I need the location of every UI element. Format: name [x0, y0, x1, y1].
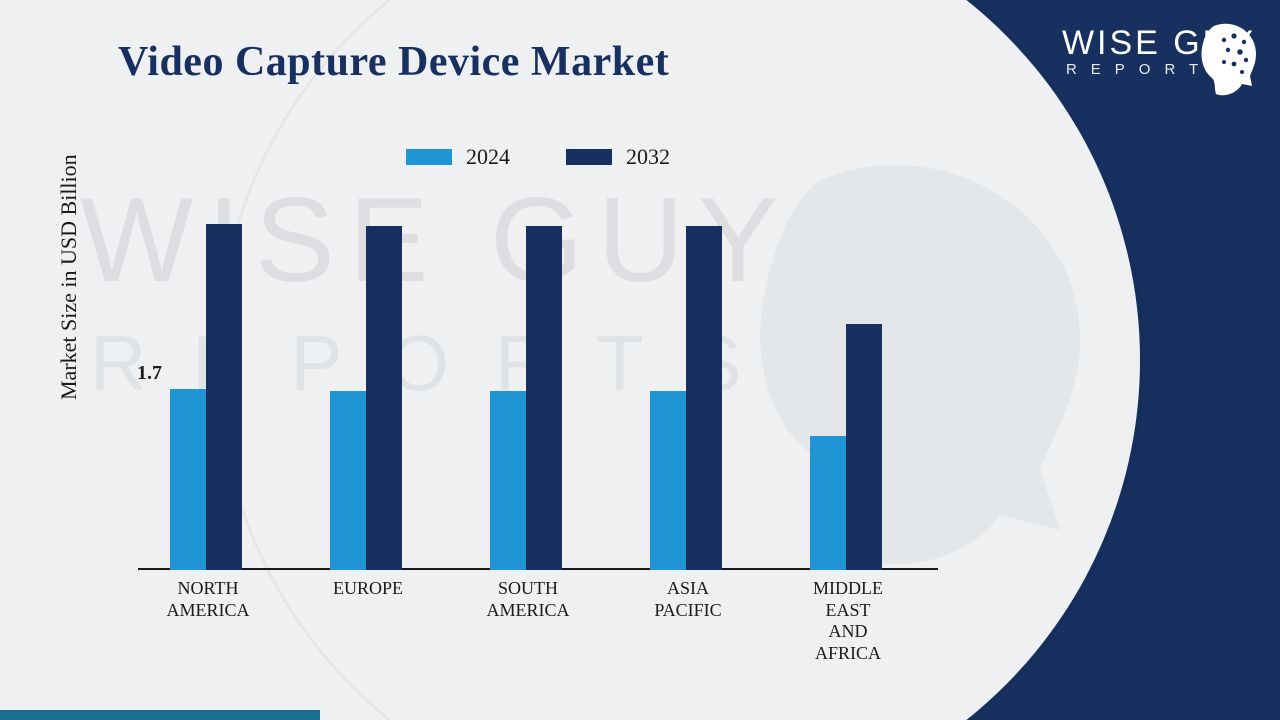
brand-logo: WISE GUY REPORTS — [1062, 24, 1256, 78]
stage: WISE GUY REPORTS WISE GUY REPORTS Video … — [0, 0, 1280, 720]
legend-label-2032: 2032 — [626, 144, 670, 170]
chart-plot-area: NORTHAMERICA1.7EUROPESOUTHAMERICAASIAPAC… — [138, 190, 938, 570]
bar-series-2032 — [366, 226, 402, 570]
legend-swatch-2032 — [566, 149, 612, 165]
page-title: Video Capture Device Market — [118, 38, 669, 86]
category-label: NORTHAMERICA — [138, 578, 278, 621]
y-axis-label: Market Size in USD Billion — [56, 154, 82, 400]
bar-series-2024 — [650, 391, 686, 570]
bar-series-2032 — [206, 224, 242, 570]
category-label: ASIAPACIFIC — [618, 578, 758, 621]
legend-item-2032: 2032 — [566, 144, 670, 170]
market-chart: Market Size in USD Billion 2024 2032 NOR… — [60, 140, 960, 700]
bar-series-2024 — [170, 389, 206, 570]
bar-series-2032 — [526, 226, 562, 570]
bottom-accent-strip — [0, 710, 320, 720]
bar-value-label: 1.7 — [112, 362, 162, 385]
legend-item-2024: 2024 — [406, 144, 510, 170]
brand-head-icon — [1194, 20, 1262, 98]
legend-swatch-2024 — [406, 149, 452, 165]
category-label: SOUTHAMERICA — [458, 578, 598, 621]
bar-series-2032 — [846, 324, 882, 570]
bar-series-2024 — [490, 391, 526, 570]
category-label: EUROPE — [298, 578, 438, 600]
bar-series-2024 — [810, 436, 846, 570]
bar-series-2032 — [686, 226, 722, 570]
bar-series-2024 — [330, 391, 366, 570]
category-label: MIDDLEEASTANDAFRICA — [778, 578, 918, 664]
legend-label-2024: 2024 — [466, 144, 510, 170]
chart-legend: 2024 2032 — [138, 144, 938, 170]
